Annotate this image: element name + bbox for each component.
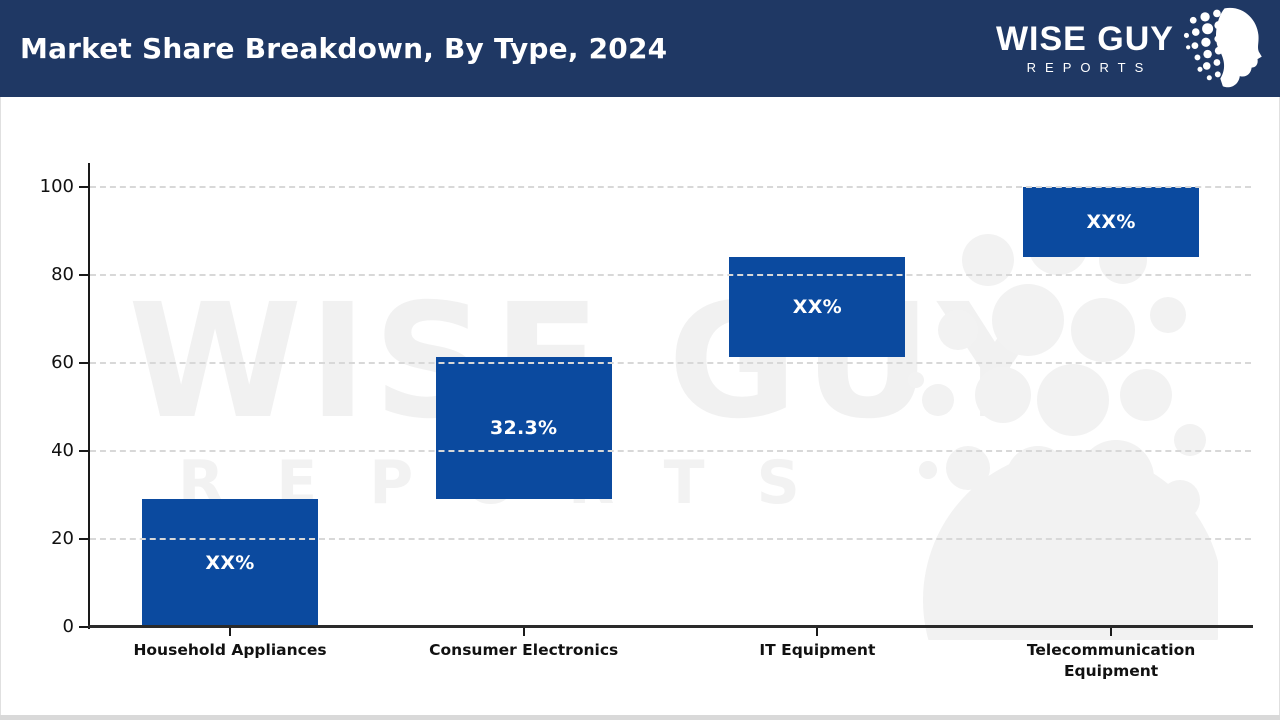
x-axis-tick xyxy=(522,628,525,636)
bar-segment: 32.3% xyxy=(435,356,612,499)
header-bar: Market Share Breakdown, By Type, 2024 xyxy=(0,0,1280,97)
head-profile-icon xyxy=(1183,7,1262,88)
gridline xyxy=(90,362,1251,364)
y-axis-line xyxy=(88,163,90,629)
x-axis-tick xyxy=(229,628,231,636)
gridline xyxy=(90,186,1251,188)
logo-subtitle: REPORTS xyxy=(1026,60,1153,75)
y-axis-tick xyxy=(79,186,88,188)
bar-segment: XX% xyxy=(729,256,906,357)
logo-wordmark: WISE GUY xyxy=(995,20,1174,58)
x-axis-tick xyxy=(816,628,819,636)
y-axis-tick xyxy=(79,362,88,364)
waterfall-chart: XX% Household Appliances 32.3% Consumer Ele… xyxy=(40,163,1253,680)
footer-strip xyxy=(0,715,1280,720)
left-edge-border xyxy=(0,97,1,720)
y-axis-tick xyxy=(79,626,88,628)
wise-guy-logo: WISE GUY REPORTS xyxy=(996,6,1266,92)
x-axis-line xyxy=(88,625,1253,628)
y-axis-tick xyxy=(79,274,88,276)
gridline xyxy=(90,538,1251,540)
bar-value-label: XX% xyxy=(205,551,255,574)
page-title: Market Share Breakdown, By Type, 2024 xyxy=(20,32,668,65)
bar-segment: XX% xyxy=(142,498,318,627)
gridline xyxy=(90,274,1251,276)
y-tick-label: 80 xyxy=(51,264,74,285)
x-axis-tick xyxy=(1110,628,1113,636)
logo-text: WISE GUY REPORTS xyxy=(996,21,1174,77)
y-tick-label: 100 xyxy=(39,176,74,197)
x-category-label: Household Appliances xyxy=(133,641,327,659)
bar-segment: XX% xyxy=(1023,187,1200,257)
y-tick-label: 40 xyxy=(51,440,74,461)
bar-value-label: XX% xyxy=(792,295,843,318)
bar-value-label: XX% xyxy=(1086,210,1136,233)
y-tick-label: 0 xyxy=(62,616,74,637)
gridline xyxy=(90,450,1251,452)
y-tick-label: 60 xyxy=(51,352,74,373)
y-tick-label: 20 xyxy=(51,528,74,549)
y-axis-tick xyxy=(79,450,88,452)
x-category-label: IT Equipment xyxy=(759,641,876,659)
x-category-label: Telecommunication Equipment xyxy=(1026,641,1196,680)
x-category-label: Consumer Electronics xyxy=(429,641,619,659)
bar-value-label: 32.3% xyxy=(489,416,558,439)
y-axis-tick xyxy=(79,538,88,540)
